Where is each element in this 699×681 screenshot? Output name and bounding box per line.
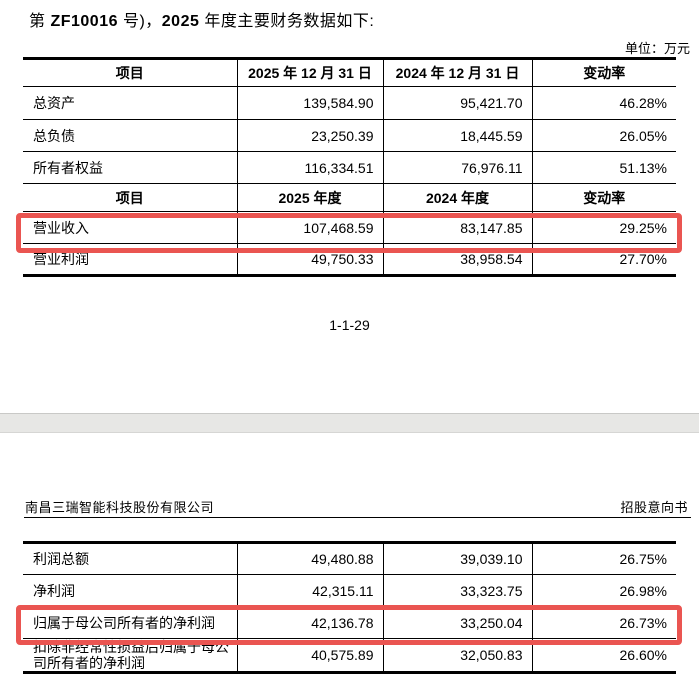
table-row: 所有者权益 116,334.51 76,976.11 51.13%	[23, 151, 676, 184]
table-header-row: 项目 2025 年度 2024 年度 变动率	[23, 183, 676, 212]
cell-change-rate: 27.70%	[531, 243, 676, 276]
cell-value-2025: 116,334.51	[236, 151, 383, 184]
header-item: 项目	[23, 183, 237, 212]
cell-value-2025: 139,584.90	[236, 86, 383, 120]
cell-value-2025: 40,575.89	[236, 638, 383, 673]
cell-change-rate: 46.28%	[531, 86, 676, 120]
cell-label: 所有者权益	[23, 151, 237, 184]
cell-label: 总负债	[23, 119, 237, 152]
cell-value-2025: 49,480.88	[236, 542, 383, 575]
table-row: 净利润 42,315.11 33,323.75 26.98%	[23, 574, 676, 607]
cell-value-2025: 23,250.39	[236, 119, 383, 152]
cell-label: 归属于母公司所有者的净利润	[23, 606, 237, 639]
cell-change-rate: 26.75%	[531, 542, 676, 575]
cell-value-2025: 49,750.33	[236, 243, 383, 276]
cell-value-2024: 95,421.70	[382, 86, 532, 120]
title-segment: 第	[29, 13, 51, 30]
header-year-2025: 2025 年度	[236, 183, 383, 212]
cell-value-2024: 83,147.85	[382, 211, 532, 244]
title-segment: 号)，	[118, 13, 162, 30]
cell-label: 营业收入	[23, 211, 237, 244]
title-segment-number: ZF10016	[50, 13, 118, 30]
table-row-revenue: 营业收入 107,468.59 83,147.85 29.25%	[23, 211, 676, 244]
financial-table-profit-continuation: 利润总额 49,480.88 39,039.10 26.75% 净利润 42,3…	[23, 541, 676, 674]
table-row: 总负债 23,250.39 18,445.59 26.05%	[23, 119, 676, 152]
header-change-rate: 变动率	[531, 183, 676, 212]
table-row: 利润总额 49,480.88 39,039.10 26.75%	[23, 542, 676, 575]
cell-value-2024: 39,039.10	[382, 542, 532, 575]
cell-change-rate: 51.13%	[531, 151, 676, 184]
page-header-rule	[24, 517, 691, 518]
table-row: 扣除非经常性损益后归属于母公司所有者的净利润 40,575.89 32,050.…	[23, 638, 676, 673]
cell-label: 扣除非经常性损益后归属于母公司所有者的净利润	[23, 638, 237, 673]
cell-change-rate: 26.60%	[531, 638, 676, 673]
cell-change-rate: 26.73%	[531, 606, 676, 639]
table-header-row: 项目 2025 年 12 月 31 日 2024 年 12 月 31 日 变动率	[23, 58, 676, 87]
cell-change-rate: 26.05%	[531, 119, 676, 152]
page-number: 1-1-29	[329, 317, 370, 333]
document-title: 第 ZF10016 号)，2025 年度主要财务数据如下:	[29, 7, 374, 31]
cell-label: 净利润	[23, 574, 237, 607]
title-segment-year: 2025	[161, 13, 200, 30]
table-row-net-profit-parent: 归属于母公司所有者的净利润 42,136.78 33,250.04 26.73%	[23, 606, 676, 639]
header-date-2025: 2025 年 12 月 31 日	[236, 58, 383, 87]
header-item: 项目	[115, 65, 144, 81]
cell-value-2024: 32,050.83	[382, 638, 532, 673]
page-header-company-name: 南昌三瑞智能科技股份有限公司	[25, 500, 215, 515]
cell-value-2025: 42,136.78	[236, 606, 383, 639]
cell-value-2024: 18,445.59	[382, 119, 532, 152]
cell-value-2024: 33,250.04	[382, 606, 532, 639]
cell-change-rate: 29.25%	[531, 211, 676, 244]
table-row: 总资产 139,584.90 95,421.70 46.28%	[23, 86, 676, 120]
header-date-2024: 2024 年 12 月 31 日	[382, 58, 532, 87]
cell-label: 总资产	[23, 86, 237, 120]
cell-label: 利润总额	[33, 551, 89, 567]
cell-value-2024: 38,958.54	[382, 243, 532, 276]
cell-value-2025: 42,315.11	[236, 574, 383, 607]
cell-change-rate: 26.98%	[531, 574, 676, 607]
header-change-rate: 变动率	[531, 58, 676, 87]
unit-label: 单位：万元	[624, 41, 690, 56]
cell-label: 营业利润	[23, 243, 237, 276]
page-break-separator	[0, 413, 699, 433]
table-row: 营业利润 49,750.33 38,958.54 27.70%	[23, 243, 676, 276]
cell-value-2024: 33,323.75	[382, 574, 532, 607]
financial-table-balance-sheet: 项目 2025 年 12 月 31 日 2024 年 12 月 31 日 变动率…	[23, 57, 676, 277]
cell-value-2025: 107,468.59	[236, 211, 383, 244]
page-header-doc-type: 招股意向书	[620, 500, 688, 515]
title-segment: 年度主要财务数据如下:	[199, 13, 375, 30]
header-year-2024: 2024 年度	[382, 183, 532, 212]
cell-value-2024: 76,976.11	[382, 151, 532, 184]
